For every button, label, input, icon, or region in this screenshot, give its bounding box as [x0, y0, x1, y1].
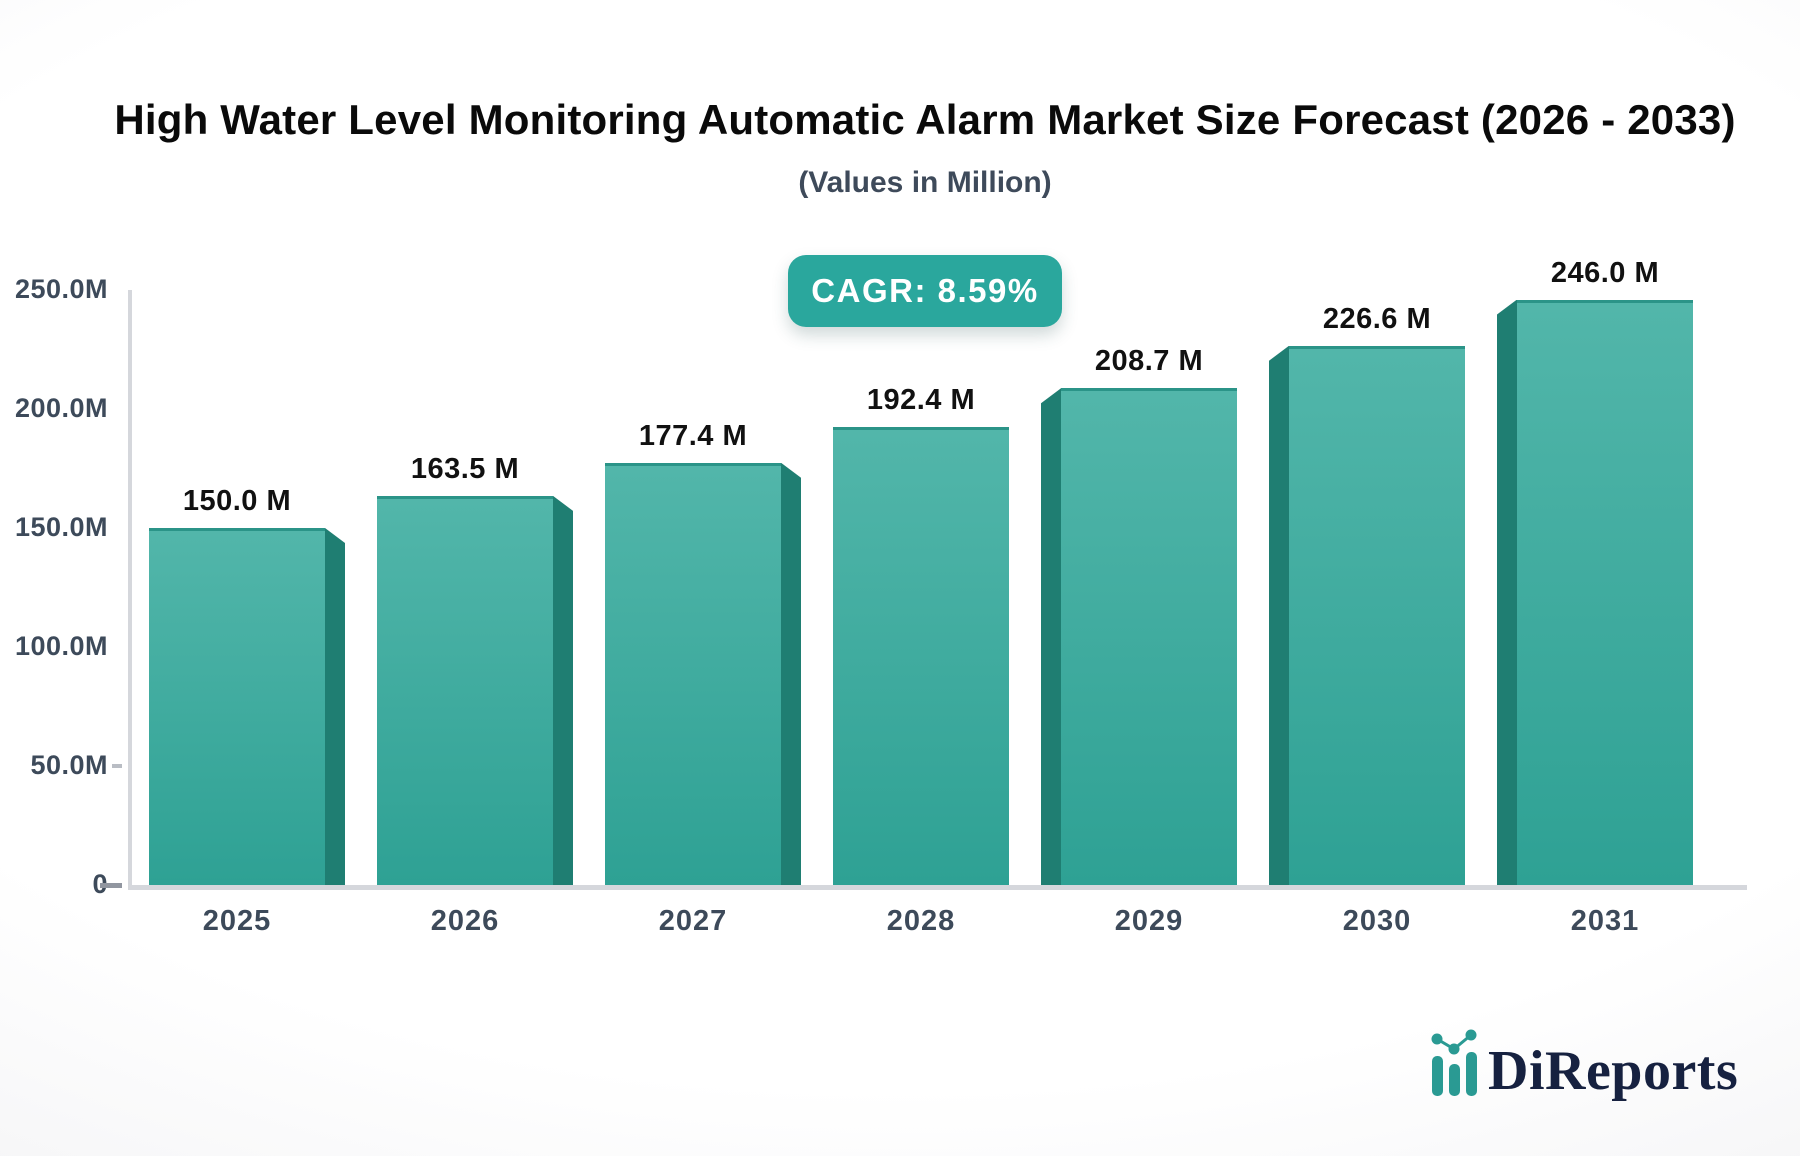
y-axis-line — [128, 290, 132, 889]
bar — [1061, 388, 1237, 885]
y-axis-tick — [112, 764, 122, 768]
bar-value-label: 246.0 M — [1550, 256, 1660, 289]
direports-logo-text: DiReports — [1488, 1040, 1739, 1102]
bar-value-label: 192.4 M — [866, 384, 976, 417]
bar-value-label: 163.5 M — [410, 452, 520, 485]
bar-value-label: 208.7 M — [1094, 345, 1204, 378]
bar-side-face — [553, 495, 573, 885]
x-axis-label: 2029 — [1114, 905, 1184, 937]
mini-bar-chart-icon — [1431, 1029, 1477, 1096]
bar — [377, 495, 553, 885]
bar-side-face — [781, 462, 801, 885]
bar-value-label: 226.6 M — [1322, 302, 1432, 335]
cagr-badge-label: CAGR: 8.59% — [811, 272, 1039, 309]
x-axis-line — [128, 885, 1747, 890]
bar — [1517, 299, 1693, 885]
direports-logo: DiReports — [1430, 1028, 1738, 1099]
chart-subtitle: (Values in Million) — [798, 166, 1052, 199]
cagr-badge: CAGR: 8.59% — [788, 255, 1062, 327]
x-axis-label: 2028 — [886, 905, 956, 937]
bar-side-face — [1497, 299, 1517, 885]
x-axis-label: 2027 — [658, 905, 728, 937]
y-axis-label: 150.0M — [14, 512, 108, 542]
x-axis-label: 2025 — [202, 905, 272, 937]
bar — [605, 462, 781, 885]
y-axis-label: 50.0M — [30, 750, 108, 780]
bar-value-label: 177.4 M — [638, 419, 748, 452]
y-axis-label: 200.0M — [14, 393, 108, 423]
y-axis-label: 250.0M — [14, 274, 108, 304]
x-axis-label: 2031 — [1570, 905, 1640, 937]
x-axis-label: 2026 — [430, 905, 500, 937]
bar-side-face — [1041, 388, 1061, 885]
bar — [1289, 345, 1465, 885]
bar-side-face — [325, 528, 345, 885]
y-axis-label: 100.0M — [14, 631, 108, 661]
bar-value-label: 150.0 M — [182, 485, 292, 517]
y-axis-label: 0 — [0, 869, 108, 900]
chart-title: High Water Level Monitoring Automatic Al… — [114, 96, 1736, 143]
bar-side-face — [1269, 345, 1289, 885]
bar — [833, 427, 1009, 885]
x-axis-label: 2030 — [1342, 905, 1412, 937]
y-axis-tick — [100, 883, 122, 888]
bar — [149, 528, 325, 885]
